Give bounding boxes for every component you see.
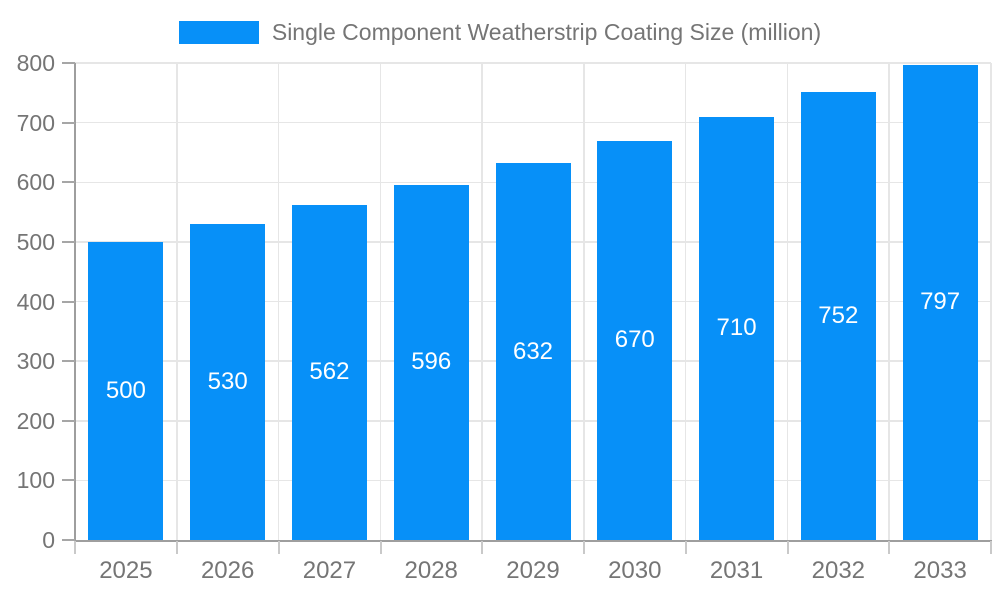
y-tick-label: 600 xyxy=(16,169,55,196)
y-tick-mark xyxy=(62,62,75,64)
bar[interactable]: 562 xyxy=(291,204,367,540)
x-tick-mark xyxy=(684,541,687,554)
bar-value-label: 797 xyxy=(920,288,961,316)
x-tick-mark xyxy=(379,541,382,554)
y-tick-label: 500 xyxy=(16,228,55,255)
bar[interactable]: 530 xyxy=(190,224,266,540)
x-tick-label: 2028 xyxy=(404,557,458,584)
x-tick-label: 2029 xyxy=(506,557,560,584)
y-tick-mark xyxy=(62,121,75,124)
y-tick-mark xyxy=(62,300,75,303)
x-tick-label: 2030 xyxy=(608,557,662,584)
x-tick-mark xyxy=(990,541,993,554)
y-tick-mark xyxy=(62,539,75,541)
y-tick-label: 400 xyxy=(16,288,55,315)
x-tick-label: 2033 xyxy=(913,557,967,584)
bar[interactable]: 797 xyxy=(902,64,978,540)
bar-value-label: 596 xyxy=(411,348,452,376)
gridline-horizontal xyxy=(75,121,991,124)
plot-area: 500 530 562 596 632 670 710 752 797 xyxy=(75,62,992,540)
x-tick-mark xyxy=(74,541,77,554)
y-tick-label: 700 xyxy=(16,109,55,136)
legend-swatch xyxy=(178,20,259,44)
bar-value-label: 530 xyxy=(207,368,248,395)
bar-value-label: 710 xyxy=(716,314,757,342)
gridline-vertical xyxy=(786,63,789,540)
y-tick-label: 200 xyxy=(16,407,55,434)
bar[interactable]: 670 xyxy=(597,140,673,540)
x-tick-label: 2026 xyxy=(200,557,255,584)
gridline-vertical xyxy=(481,63,483,540)
x-axis-line xyxy=(73,540,992,542)
gridline-horizontal xyxy=(75,62,991,64)
bar-value-label: 562 xyxy=(309,358,350,386)
bar[interactable]: 632 xyxy=(495,163,571,540)
bar-value-label: 500 xyxy=(105,376,146,404)
gridline-vertical xyxy=(583,63,585,540)
y-tick-label: 0 xyxy=(42,527,55,553)
bar-value-label: 752 xyxy=(818,301,859,329)
gridline-vertical xyxy=(888,63,890,540)
bar-value-label: 632 xyxy=(512,337,554,365)
x-tick-label: 2031 xyxy=(709,557,764,584)
bar[interactable]: 710 xyxy=(699,116,775,540)
bar-value-label: 670 xyxy=(614,326,655,354)
y-tick-label: 300 xyxy=(16,348,55,375)
gridline-vertical xyxy=(379,63,382,540)
gridline-vertical xyxy=(277,63,280,540)
x-tick-mark xyxy=(481,541,484,554)
x-tick-mark xyxy=(888,541,891,554)
x-tick-label: 2027 xyxy=(302,557,357,584)
x-tick-mark xyxy=(176,541,179,554)
x-tick-mark xyxy=(583,541,586,554)
y-tick-label: 100 xyxy=(16,467,55,494)
y-tick-mark xyxy=(62,181,75,184)
y-tick-label: 800 xyxy=(16,50,55,76)
x-tick-mark xyxy=(277,541,280,554)
y-tick-mark xyxy=(62,240,75,243)
y-axis-line xyxy=(73,63,76,542)
x-tick-mark xyxy=(786,541,789,554)
x-tick-label: 2025 xyxy=(99,557,153,584)
bar[interactable]: 596 xyxy=(393,184,469,540)
legend-label: Single Component Weatherstrip Coating Si… xyxy=(271,18,822,45)
bar[interactable]: 752 xyxy=(800,91,876,540)
legend: Single Component Weatherstrip Coating Si… xyxy=(0,19,1000,45)
y-tick-mark xyxy=(62,479,75,482)
gridline-vertical xyxy=(684,63,687,540)
bar[interactable]: 500 xyxy=(88,241,164,540)
x-tick-label: 2032 xyxy=(811,557,866,584)
gridline-vertical xyxy=(176,63,178,540)
gridline-vertical xyxy=(990,63,992,540)
y-tick-mark xyxy=(62,360,75,363)
y-tick-mark xyxy=(62,419,75,422)
